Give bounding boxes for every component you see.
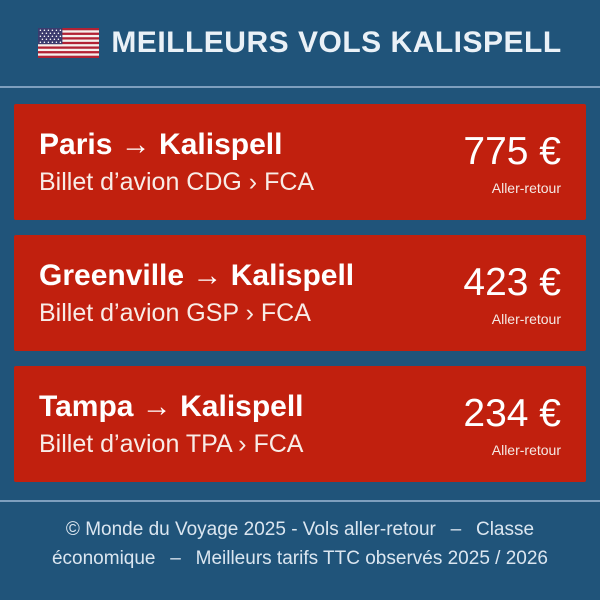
price-block: 423 € Aller-retour xyxy=(463,259,561,327)
footer-line-2: économique – Meilleurs tarifs TTC observ… xyxy=(51,548,548,569)
price-note: Aller-retour xyxy=(491,311,561,327)
price-value: 234 € xyxy=(463,392,561,435)
page-title: MEILLEURS VOLS KALISPELL xyxy=(111,26,562,59)
route-title: Tampa → Kalispell xyxy=(39,389,304,423)
footer-divider xyxy=(0,500,600,502)
footer-disclaimer: © Monde du Voyage 2025 - Vols aller-reto… xyxy=(0,515,600,573)
us-flag-icon xyxy=(38,28,100,58)
footer-line-1: © Monde du Voyage 2025 - Vols aller-reto… xyxy=(65,519,535,540)
flight-deal-card-tampa[interactable]: Tampa → Kalispell Billet d’avion TPA › F… xyxy=(14,366,586,482)
route-subtitle: Billet d’avion GSP › FCA xyxy=(39,298,311,327)
route-subtitle: Billet d’avion TPA › FCA xyxy=(39,429,304,458)
price-note: Aller-retour xyxy=(491,442,561,458)
route-title: Paris → Kalispell xyxy=(39,127,283,161)
flight-deal-card-greenville[interactable]: Greenville → Kalispell Billet d’avion GS… xyxy=(14,235,586,351)
route-info: Tampa → Kalispell Billet d’avion TPA › F… xyxy=(39,390,304,459)
deal-card-list: Paris → Kalispell Billet d’avion CDG › F… xyxy=(14,104,586,482)
price-block: 775 € Aller-retour xyxy=(463,128,561,196)
route-title: Greenville → Kalispell xyxy=(39,258,355,292)
price-value: 423 € xyxy=(463,261,561,304)
header-divider xyxy=(0,86,600,88)
header: MEILLEURS VOLS KALISPELL xyxy=(0,0,600,86)
route-subtitle: Billet d’avion CDG › FCA xyxy=(39,167,315,196)
price-block: 234 € Aller-retour xyxy=(463,390,561,458)
price-note: Aller-retour xyxy=(491,180,561,196)
flight-deal-card-paris[interactable]: Paris → Kalispell Billet d’avion CDG › F… xyxy=(14,104,586,220)
price-value: 775 € xyxy=(463,130,561,173)
route-info: Greenville → Kalispell Billet d’avion GS… xyxy=(39,259,354,328)
route-info: Paris → Kalispell Billet d’avion CDG › F… xyxy=(39,128,314,197)
